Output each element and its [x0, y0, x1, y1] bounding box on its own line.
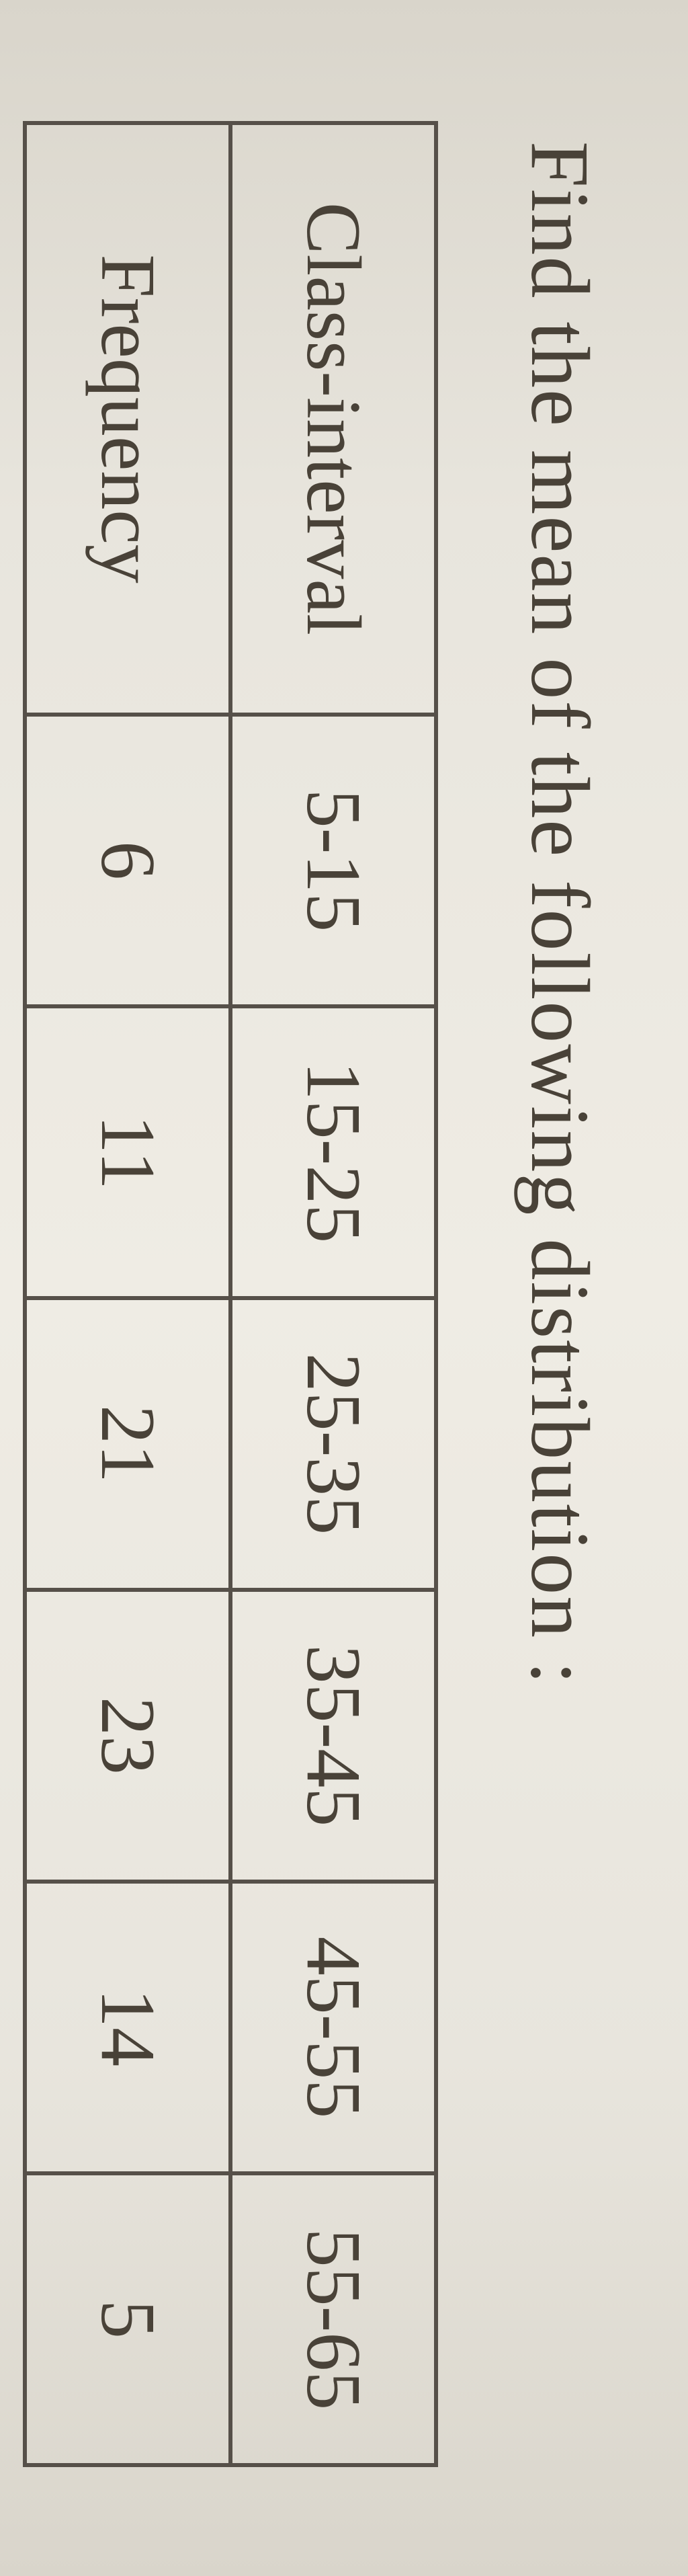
class-interval-cell: 35-45 — [230, 1590, 436, 1882]
row-label-frequency: Frequency — [25, 123, 230, 715]
class-interval-cell: 55-65 — [230, 2173, 436, 2465]
frequency-cell: 21 — [25, 1298, 230, 1590]
page-content: Find the mean of the following distribut… — [0, 0, 688, 2576]
table-row: Class-interval 5-15 15-25 25-35 35-45 45… — [230, 123, 436, 2465]
frequency-cell: 14 — [25, 1882, 230, 2173]
class-interval-cell: 45-55 — [230, 1882, 436, 2173]
class-interval-cell: 15-25 — [230, 1006, 436, 1298]
frequency-cell: 23 — [25, 1590, 230, 1882]
class-interval-cell: 5-15 — [230, 715, 436, 1006]
class-interval-cell: 25-35 — [230, 1298, 436, 1590]
frequency-cell: 11 — [25, 1006, 230, 1298]
distribution-table: Class-interval 5-15 15-25 25-35 35-45 45… — [23, 121, 438, 2467]
table-row: Frequency 6 11 21 23 14 5 — [25, 123, 230, 2465]
question-heading: Find the mean of the following distribut… — [512, 141, 607, 2482]
frequency-cell: 5 — [25, 2173, 230, 2465]
row-label-class-interval: Class-interval — [230, 123, 436, 715]
frequency-cell: 6 — [25, 715, 230, 1006]
